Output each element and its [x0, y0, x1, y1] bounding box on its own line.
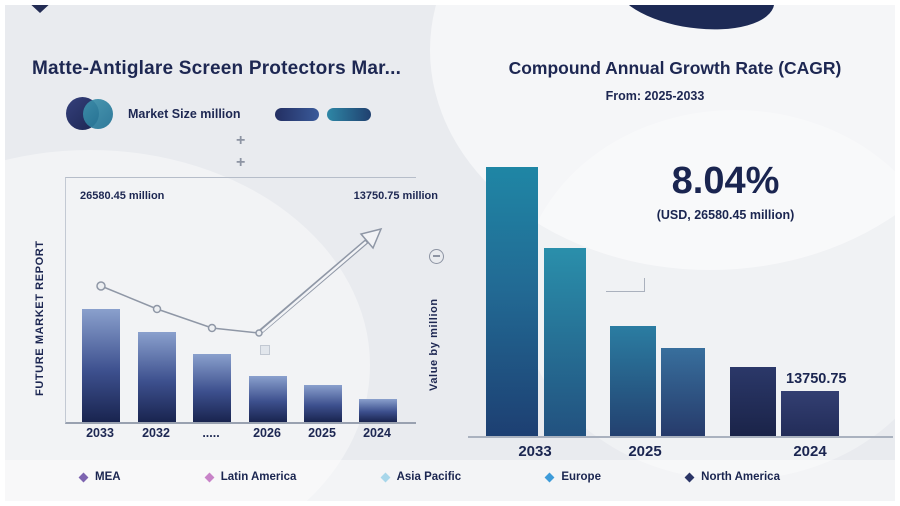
legend-diamond-icon	[78, 472, 89, 482]
right-chart: 13750.75	[468, 167, 893, 437]
right-bar	[781, 391, 839, 437]
left-chart-title: Matte-Antiglare Screen Protectors Mar...	[32, 58, 402, 79]
left-bar	[82, 309, 120, 422]
future-market-report-label: FUTURE MARKET REPORT	[34, 240, 46, 396]
venn-circle-teal	[83, 99, 113, 129]
legend-item-latin-america: Latin America	[204, 471, 297, 483]
legend-item-north-america: North America	[684, 471, 780, 483]
market-size-label: Market Size million	[128, 107, 241, 121]
legend-item-mea: MEA	[78, 471, 121, 483]
left-bar	[138, 332, 176, 422]
value-axis-label: Value by million	[428, 298, 440, 392]
left-bar	[193, 354, 231, 422]
legend-item-europe: Europe	[544, 471, 601, 483]
bottom-band	[0, 460, 900, 506]
right-bar	[730, 367, 776, 437]
legend-label: North America	[701, 471, 780, 483]
right-chart-annotation: 13750.75	[786, 371, 847, 387]
right-chart-xlabels: 2033 2025 2024	[468, 443, 893, 463]
left-x-label: 2032	[142, 426, 170, 440]
legend-label: Europe	[561, 471, 601, 483]
left-x-label: 2033	[86, 426, 114, 440]
legend-diamond-icon	[204, 472, 215, 482]
trend-arrow	[96, 227, 383, 337]
max-value-annotation: 26580.45 million	[80, 190, 165, 202]
cagr-note: (USD, 26580.45 million)	[656, 208, 795, 222]
left-x-label: 2026	[253, 426, 281, 440]
plus-icon: +	[236, 154, 246, 171]
left-bar	[304, 385, 342, 422]
legend-diamond-icon	[684, 472, 695, 482]
legend-diamond-icon	[544, 472, 555, 482]
legend-label: Latin America	[220, 471, 297, 483]
cagr-block: 8.04% (USD, 26580.45 million)	[628, 160, 823, 222]
left-chart: 26580.45 million 13750.75 million	[65, 177, 438, 424]
market-size-legend: Market Size million	[66, 94, 371, 134]
minus-circle-icon	[429, 249, 444, 264]
left-x-label: .....	[202, 426, 220, 440]
decor-triangle	[26, 0, 54, 13]
decor-square	[260, 345, 270, 355]
legend-item-asia-pacific: Asia Pacific	[380, 471, 462, 483]
legend-label: Asia Pacific	[396, 471, 462, 483]
legend-diamond-icon	[380, 472, 391, 482]
decor-step-line	[606, 278, 645, 292]
right-bar	[661, 348, 705, 437]
right-chart-title: Compound Annual Growth Rate (CAGR)	[508, 58, 842, 78]
left-chart-xlabels: 2033 2032..... 2026 2025 2024	[65, 426, 415, 444]
legend-label: MEA	[95, 471, 121, 483]
footer-legend: MEA Latin America Asia Pacific Europe North …	[78, 466, 780, 488]
left-x-label: 2025	[308, 426, 336, 440]
right-bar	[610, 326, 656, 437]
gradient-pill-navy	[274, 107, 319, 121]
right-x-label: 2025	[628, 443, 662, 460]
right-chart-subtitle: From: 2025-2033	[605, 89, 705, 103]
min-value-annotation: 13750.75 million	[353, 190, 438, 202]
left-chart-bars	[66, 178, 416, 422]
plus-icon: +	[236, 132, 246, 149]
left-bar	[249, 376, 287, 422]
gradient-pill-teal	[326, 107, 371, 121]
cagr-value: 8.04%	[671, 160, 780, 202]
left-bar	[359, 399, 397, 422]
right-bar	[486, 167, 538, 437]
right-x-label: 2024	[793, 443, 827, 460]
right-x-label: 2033	[518, 443, 552, 460]
left-x-label: 2024	[363, 426, 391, 440]
gradient-venn-icon	[66, 96, 116, 132]
right-chart-axis	[468, 436, 893, 438]
right-bar	[544, 248, 586, 437]
